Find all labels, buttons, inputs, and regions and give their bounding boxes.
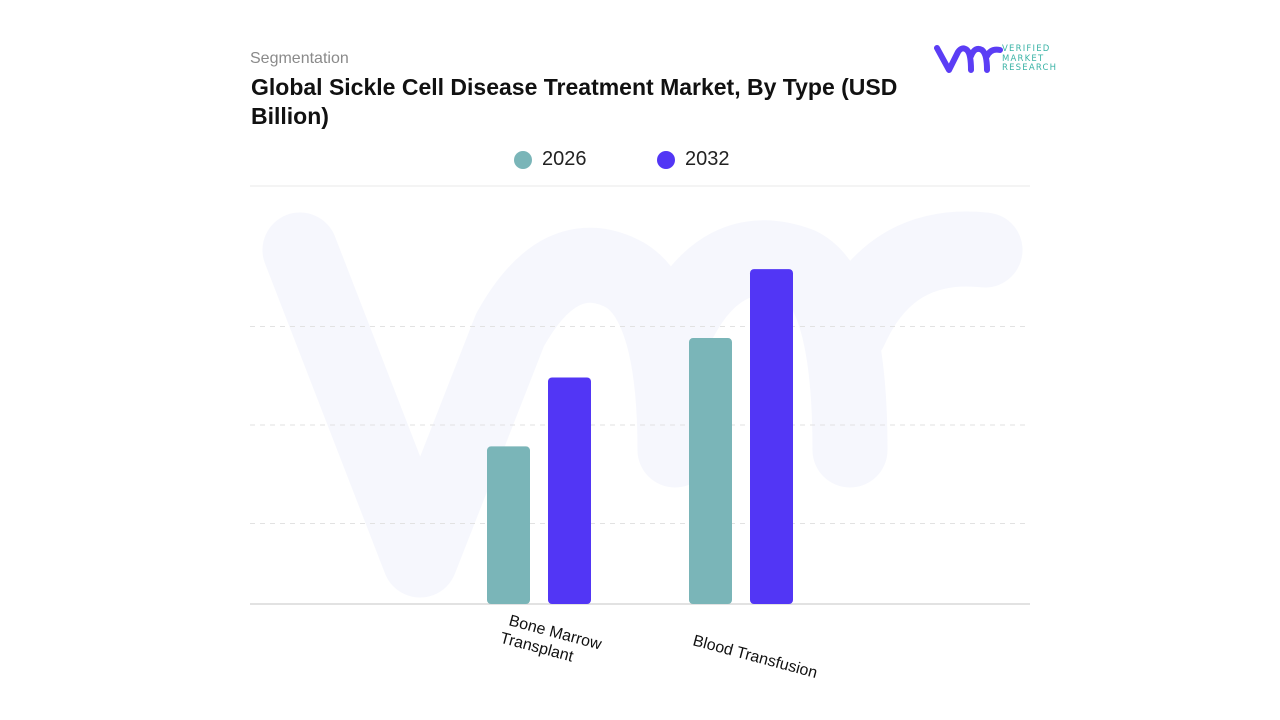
legend-item-2032: 2032 bbox=[657, 148, 730, 171]
watermark-icon bbox=[262, 211, 1023, 598]
legend-label-2032: 2032 bbox=[685, 148, 730, 170]
x-axis-labels: Bone MarrowTransplant Blood Transfusion bbox=[498, 611, 819, 682]
bar-2032-1 bbox=[750, 269, 793, 604]
chart-title: Global Sickle Cell Disease Treatment Mar… bbox=[251, 74, 898, 129]
logo-line-3: RESEARCH bbox=[1002, 63, 1058, 73]
grid-lines bbox=[250, 185, 1030, 605]
x-tick-label-1: Blood Transfusion bbox=[691, 632, 819, 682]
bars bbox=[487, 269, 793, 604]
logo-line-1: VERIFIED bbox=[1002, 44, 1051, 54]
legend-label-2026: 2026 bbox=[542, 148, 587, 170]
bar-2026-1 bbox=[689, 338, 732, 604]
logo-line-2: MARKET bbox=[1002, 53, 1045, 64]
legend-swatch-2032 bbox=[657, 150, 675, 169]
bar-2026-0 bbox=[487, 446, 530, 604]
bar-2032-0 bbox=[548, 377, 591, 604]
chart-legend: 2026 2032 bbox=[0, 148, 1280, 176]
vmr-logo-icon bbox=[934, 45, 1003, 73]
legend-item-2026: 2026 bbox=[514, 148, 587, 171]
legend-swatch-2026 bbox=[514, 150, 532, 169]
segment-label: Segmentation bbox=[250, 50, 349, 67]
x-tick-label-0: Bone MarrowTransplant bbox=[498, 611, 604, 672]
logo-wordmark: VERIFIED MARKET RESEARCH bbox=[1002, 44, 1058, 74]
